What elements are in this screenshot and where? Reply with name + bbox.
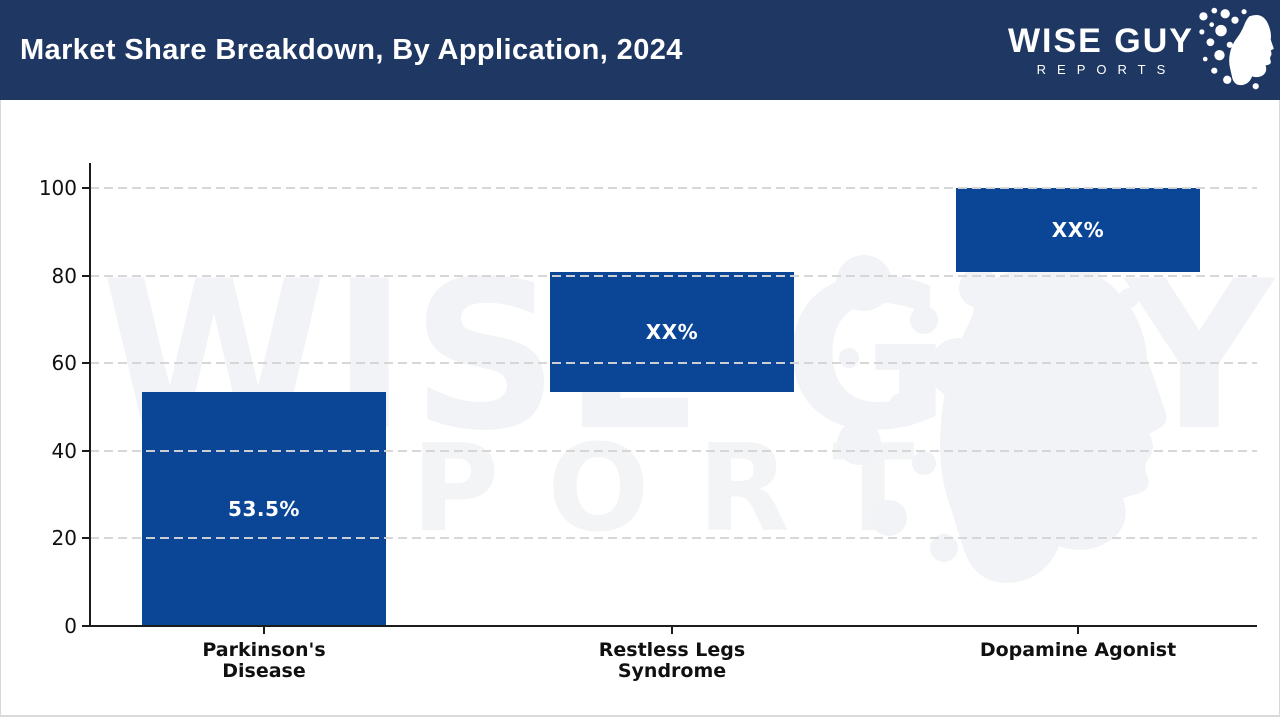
- x-tick-label-line1: Parkinson's: [202, 639, 326, 661]
- wiseguy-face-icon: [1199, 7, 1274, 90]
- y-tick-mark-0: [82, 625, 90, 627]
- logo-subtext: REPORTS: [1036, 61, 1177, 77]
- gridline-80: [90, 274, 1257, 277]
- wiseguy-logo-text: WISE GUY REPORTS: [1008, 24, 1194, 77]
- page-title: Market Share Breakdown, By Application, …: [20, 33, 683, 66]
- wiseguy-logo: WISE GUY REPORTS: [1008, 6, 1274, 94]
- x-tick-mark-2: [671, 627, 673, 634]
- y-axis: [89, 163, 91, 627]
- x-tick-label: Restless Legs Syndrome: [512, 640, 832, 682]
- x-tick-mark-1: [263, 627, 265, 634]
- bar-1: 53.5%: [142, 391, 386, 626]
- x-tick-label: Parkinson's Disease: [104, 640, 424, 682]
- bar-2: XX%: [550, 272, 794, 392]
- gridline-40: [90, 449, 1257, 452]
- logo-wordmark: WISE GUY: [1007, 21, 1194, 60]
- y-tick-label: 80: [51, 263, 77, 288]
- x-tick-label-line2: Syndrome: [617, 660, 727, 682]
- y-tick-label: 20: [51, 526, 77, 551]
- gridline-100: [90, 187, 1257, 189]
- y-tick-mark-80: [82, 274, 90, 277]
- x-tick-mark-3: [1077, 627, 1079, 634]
- bar-3: XX%: [956, 188, 1200, 273]
- x-tick-label-line1: Dopamine Agonist: [979, 639, 1177, 661]
- bar-value-label: XX%: [645, 319, 699, 344]
- y-tick-label: 60: [51, 351, 77, 376]
- x-tick-label-line1: Restless Legs: [598, 639, 746, 661]
- y-tick-label: 40: [51, 438, 77, 463]
- y-tick-mark-100: [82, 187, 90, 189]
- y-tick-label: 0: [64, 614, 77, 638]
- y-tick-mark-60: [82, 362, 90, 365]
- header: Market Share Breakdown, By Application, …: [0, 0, 1280, 100]
- bar-value-label: XX%: [1051, 218, 1105, 243]
- watermark-face-icon: [836, 234, 1167, 583]
- bar-value-label: 53.5%: [228, 496, 300, 521]
- y-tick-mark-40: [82, 449, 90, 452]
- x-axis: [88, 625, 1257, 627]
- x-tick-label: Dopamine Agonist: [918, 640, 1238, 661]
- gridline-20: [90, 537, 1257, 540]
- gridline-60: [90, 362, 1257, 365]
- x-tick-label-line2: Disease: [222, 660, 306, 682]
- y-tick-mark-20: [82, 537, 90, 540]
- y-tick-label: 100: [38, 176, 77, 200]
